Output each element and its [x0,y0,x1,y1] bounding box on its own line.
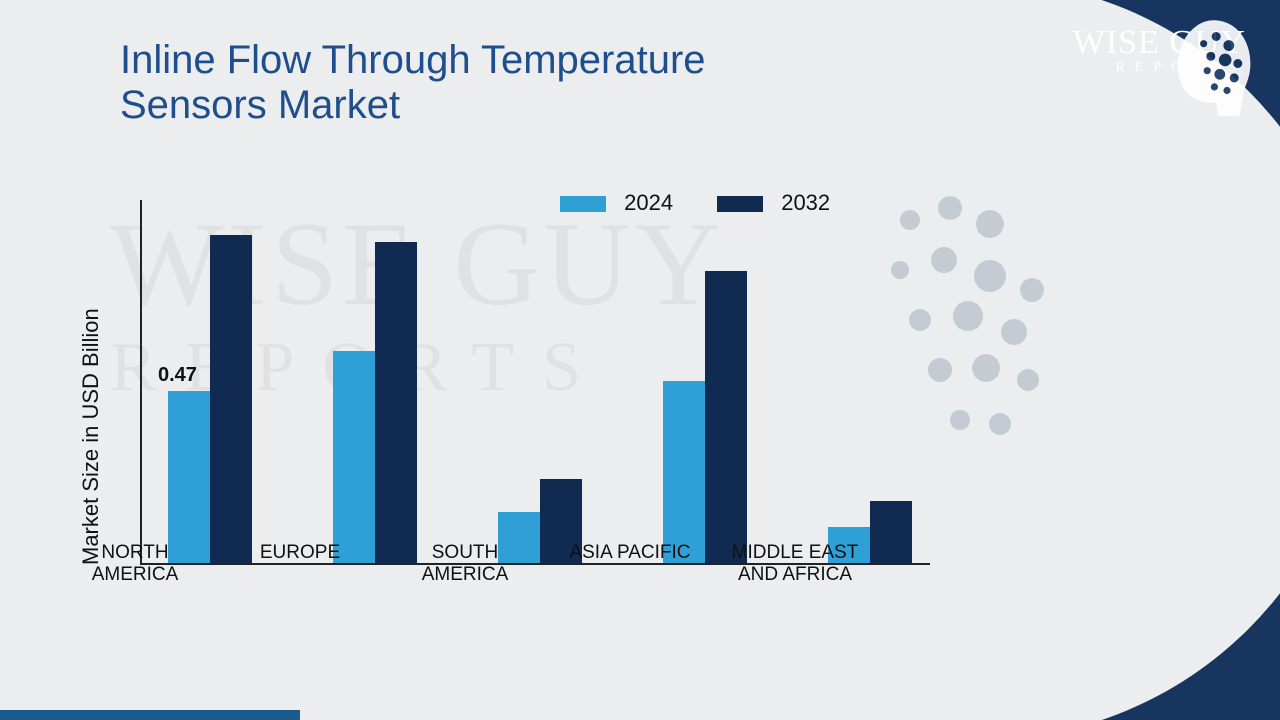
plot-area: 0.47 [140,200,930,565]
chart-title: Inline Flow Through Temperature Sensors … [120,38,820,128]
chart-area: Market Size in USD Billion 0.47 NORTH AM… [60,170,940,600]
y-axis-label: Market Size in USD Billion [78,308,104,565]
x-axis-label: SOUTH AMERICA [400,542,530,586]
legend-item-2024: 2024 [560,190,673,216]
bar-2032 [870,501,912,563]
bar-2032 [375,242,417,563]
legend-swatch-2024 [560,196,606,212]
bar-value-label: 0.47 [158,364,197,387]
accent-strip [0,710,300,720]
bar-2032 [210,235,252,564]
x-axis-label: EUROPE [235,542,365,564]
bar-2024 [168,391,210,563]
logo-head-icon [1164,18,1254,118]
bar-2032 [705,271,747,563]
brand-logo: WISE GUY REPORTS [1073,24,1246,76]
x-axis-label: MIDDLE EAST AND AFRICA [730,542,860,586]
x-axis-label: NORTH AMERICA [70,542,200,586]
legend-item-2032: 2032 [717,190,830,216]
stage: WISE GUY REPORTS Inline Flow Through Tem… [0,0,1280,720]
legend-swatch-2032 [717,196,763,212]
legend-label-2024: 2024 [624,190,673,215]
bar-2024 [333,351,375,563]
x-axis-label: ASIA PACIFIC [565,542,695,564]
legend: 2024 2032 [560,190,830,216]
legend-label-2032: 2032 [781,190,830,215]
bar-2024 [663,381,705,564]
